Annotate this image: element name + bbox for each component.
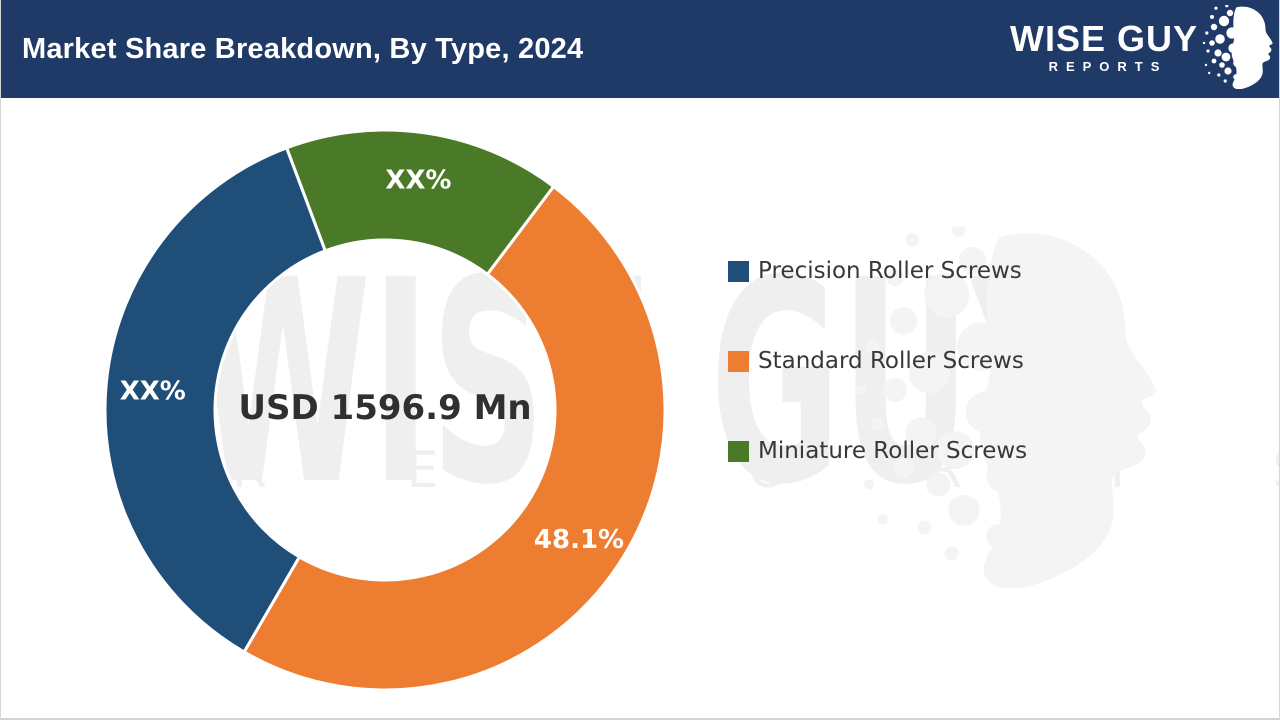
pie-slice-precision-roller-screws — [103, 146, 327, 654]
page-title: Market Share Breakdown, By Type, 2024 — [22, 32, 584, 65]
legend-label: Precision Roller Screws — [758, 258, 1022, 284]
slice-label: XX% — [120, 377, 186, 407]
color-swatch-standard — [728, 350, 749, 372]
slice-label: XX% — [385, 166, 451, 196]
chart-center-value: USD 1596.9 Mn — [238, 388, 532, 428]
header: Market Share Breakdown, By Type, 2024 WI… — [0, 0, 1280, 98]
slice-label: 48.1% — [534, 525, 624, 555]
legend-label: Miniature Roller Screws — [758, 438, 1028, 464]
pie-slice-standard-roller-screws — [242, 185, 667, 692]
brand-text: WISE GUY REPORTS — [1009, 17, 1198, 75]
pie-slice-miniature-roller-screws — [285, 128, 556, 276]
legend-label: Standard Roller Screws — [758, 348, 1024, 374]
brand-logo: WISE GUY REPORTS — [1010, 4, 1274, 90]
brand-face-icon — [1202, 4, 1274, 90]
legend-item-standard: Standard Roller Screws — [728, 348, 1024, 374]
brand-tagline: REPORTS — [1048, 59, 1168, 75]
color-swatch-miniature — [728, 440, 749, 462]
legend-item-precision: Precision Roller Screws — [728, 258, 1022, 284]
legend-item-miniature: Miniature Roller Screws — [728, 438, 1027, 464]
brand-name: WISE GUY — [1009, 17, 1198, 59]
color-swatch-precision — [728, 260, 749, 282]
